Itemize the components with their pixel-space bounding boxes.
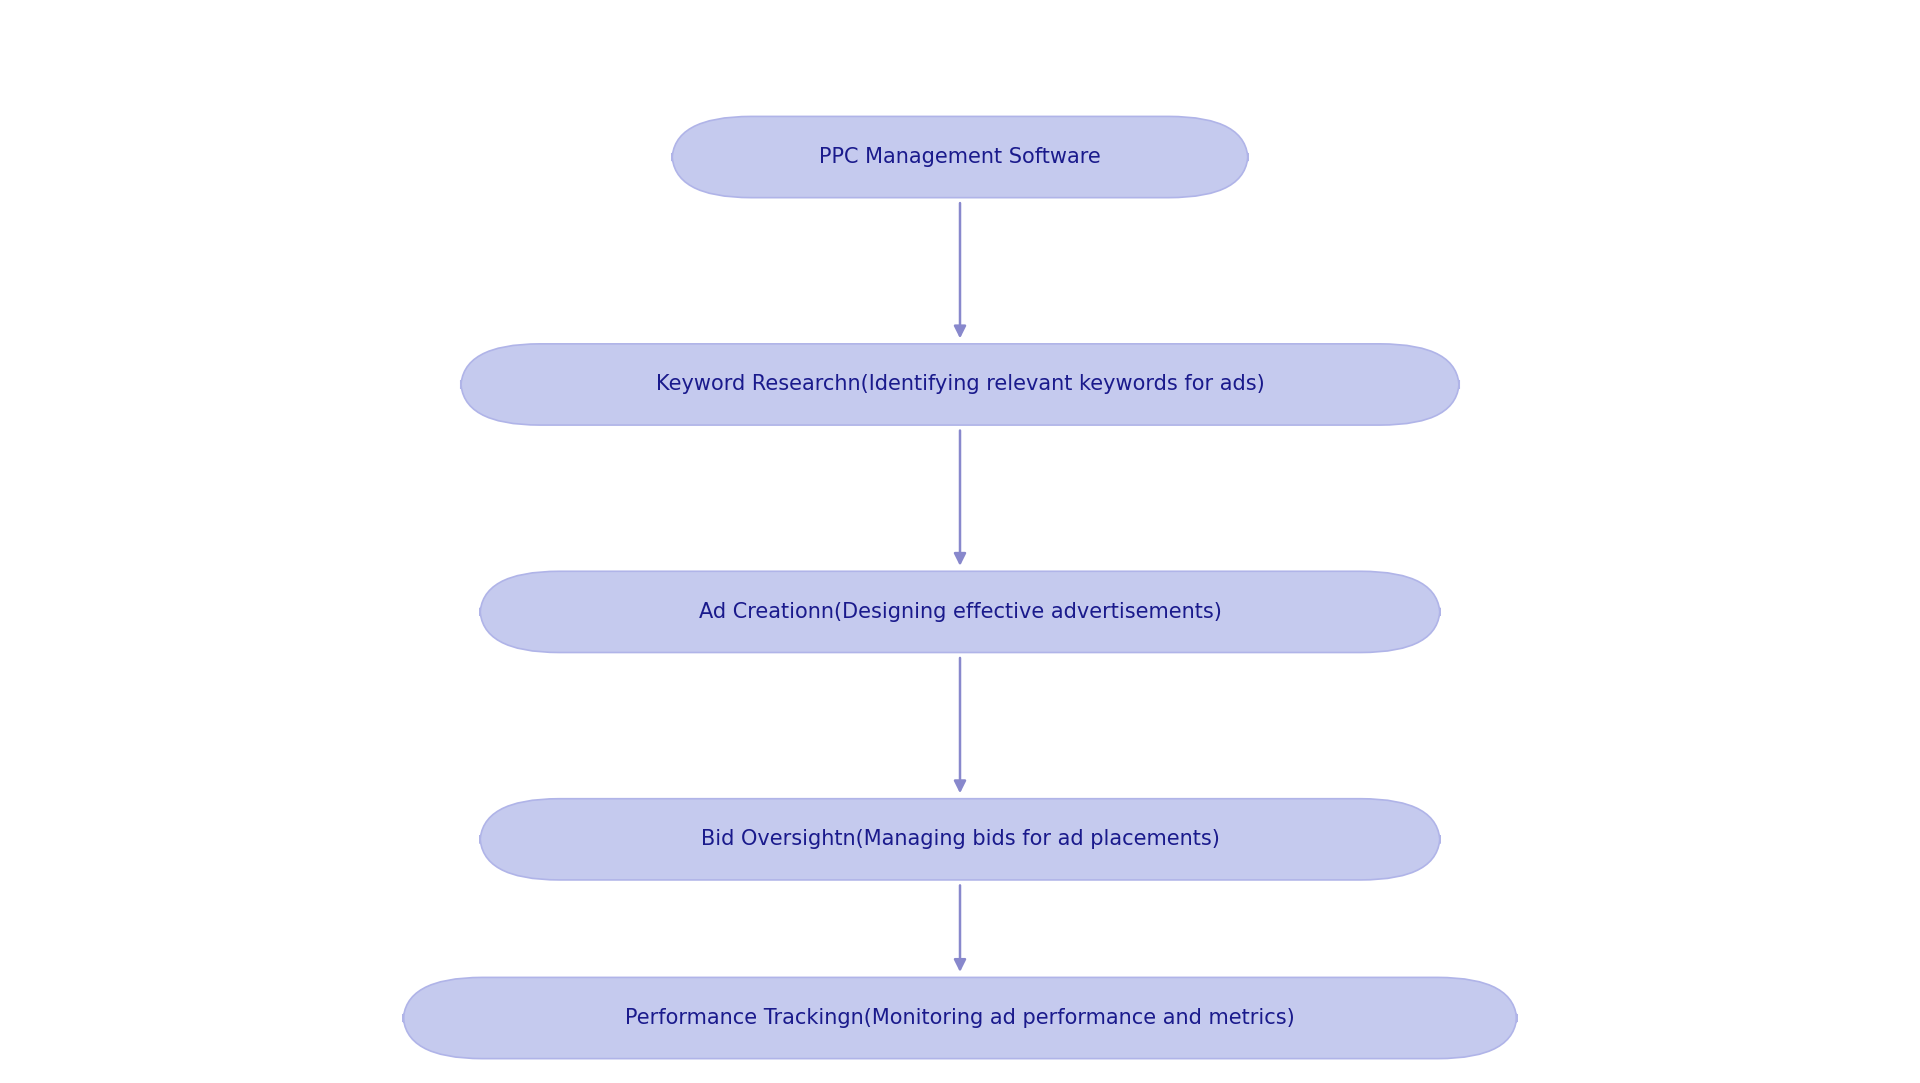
Text: Keyword Researchn(Identifying relevant keywords for ads): Keyword Researchn(Identifying relevant k…: [655, 375, 1265, 394]
FancyBboxPatch shape: [480, 799, 1440, 879]
Text: Bid Oversightn(Managing bids for ad placements): Bid Oversightn(Managing bids for ad plac…: [701, 830, 1219, 849]
FancyBboxPatch shape: [480, 572, 1440, 652]
FancyBboxPatch shape: [672, 117, 1248, 198]
Text: PPC Management Software: PPC Management Software: [820, 147, 1100, 167]
Text: Ad Creationn(Designing effective advertisements): Ad Creationn(Designing effective adverti…: [699, 602, 1221, 622]
Text: Performance Trackingn(Monitoring ad performance and metrics): Performance Trackingn(Monitoring ad perf…: [626, 1008, 1294, 1028]
FancyBboxPatch shape: [403, 977, 1517, 1059]
FancyBboxPatch shape: [461, 344, 1459, 425]
